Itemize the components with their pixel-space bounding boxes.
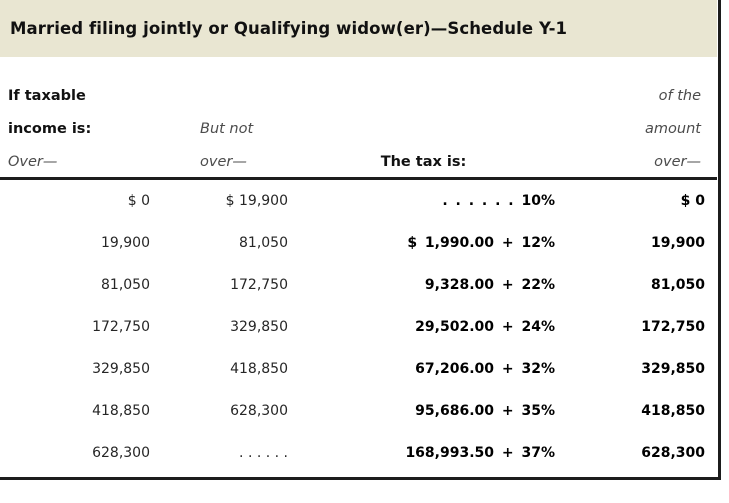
tax-cell: 95,686.00 + 35%: [415, 403, 555, 419]
table-row: 81,050 172,750 9,328.00 + 22% 81,050: [0, 264, 717, 306]
table-row: 19,900 81,050 $ 1,990.00 + 12% 19,900: [0, 222, 717, 264]
header-line: But not: [200, 121, 254, 137]
table-row: $ 0 $ 19,900 . . . . . . 10% $ 0: [0, 180, 717, 222]
column-header-the-tax-is: The tax is:: [290, 80, 557, 179]
but-not-over-cell: $ 19,900: [225, 193, 288, 209]
bracket-rows: $ 0 $ 19,900 . . . . . . 10% $ 0 19,900 …: [0, 180, 717, 474]
column-header-but-not-over: But not over—: [160, 80, 290, 179]
tax-cell: 67,206.00 + 32%: [415, 361, 555, 377]
header-rule: [0, 177, 717, 180]
right-border-line: [718, 0, 721, 480]
over-cell: 329,850: [92, 361, 150, 377]
but-not-over-cell: 172,750: [230, 277, 288, 293]
but-not-over-cell: . . . . . .: [239, 445, 288, 461]
of-amount-over-cell: 418,850: [641, 403, 705, 419]
over-cell: 418,850: [92, 403, 150, 419]
of-amount-over-cell: 19,900: [650, 235, 705, 251]
but-not-over-cell: 628,300: [230, 403, 288, 419]
header-line: amount: [645, 121, 701, 137]
tax-cell: $ 1,990.00 + 12%: [407, 235, 555, 251]
over-cell: 81,050: [101, 277, 150, 293]
header-line-empty: [290, 113, 557, 146]
schedule-header-bar: Married filing jointly or Qualifying wid…: [0, 0, 717, 57]
header-line: If taxable: [8, 88, 86, 104]
tax-cell: 168,993.50 + 37%: [405, 445, 555, 461]
over-cell: $ 0: [127, 193, 150, 209]
of-amount-over-cell: 172,750: [641, 319, 705, 335]
header-line: Over—: [8, 154, 58, 170]
header-line: The tax is:: [380, 154, 467, 170]
schedule-title: Married filing jointly or Qualifying wid…: [10, 19, 568, 38]
but-not-over-cell: 418,850: [230, 361, 288, 377]
of-amount-over-cell: 81,050: [650, 277, 705, 293]
of-amount-over-cell: 329,850: [641, 361, 705, 377]
bottom-rule: [0, 477, 721, 480]
header-line: over—: [200, 154, 247, 170]
header-line-empty: [290, 80, 557, 113]
of-amount-over-cell: $ 0: [680, 193, 705, 209]
table-row: 172,750 329,850 29,502.00 + 24% 172,750: [0, 306, 717, 348]
over-cell: 172,750: [92, 319, 150, 335]
tax-cell: . . . . . . 10%: [442, 193, 555, 209]
header-line: income is:: [8, 121, 92, 137]
column-header-taxable-income: If taxable income is: Over—: [0, 80, 160, 179]
table-row: 418,850 628,300 95,686.00 + 35% 418,850: [0, 390, 717, 432]
header-line-empty: [200, 80, 290, 113]
over-cell: 628,300: [92, 445, 150, 461]
over-cell: 19,900: [101, 235, 150, 251]
table-row: 628,300 . . . . . . 168,993.50 + 37% 628…: [0, 432, 717, 474]
header-line: of the: [658, 88, 701, 104]
column-header-of-amount-over: of the amount over—: [557, 80, 717, 179]
but-not-over-cell: 81,050: [239, 235, 288, 251]
tax-cell: 29,502.00 + 24%: [415, 319, 555, 335]
column-headers: If taxable income is: Over— But not over…: [0, 80, 717, 179]
tax-cell: 9,328.00 + 22%: [424, 277, 555, 293]
table-row: 329,850 418,850 67,206.00 + 32% 329,850: [0, 348, 717, 390]
header-line: over—: [654, 154, 701, 170]
of-amount-over-cell: 628,300: [641, 445, 705, 461]
but-not-over-cell: 329,850: [230, 319, 288, 335]
